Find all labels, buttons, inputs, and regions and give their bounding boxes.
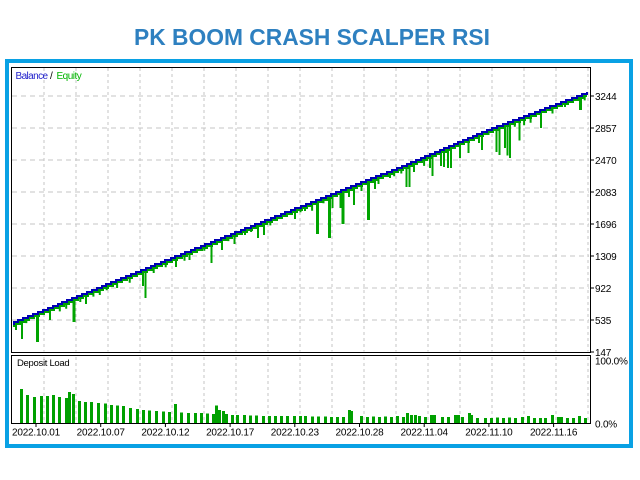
svg-text:2022.10.23: 2022.10.23 (271, 428, 320, 439)
svg-text:Balance: Balance (16, 71, 49, 82)
svg-text:2022.10.28: 2022.10.28 (335, 428, 384, 439)
svg-text:/: / (50, 71, 53, 82)
svg-text:3244: 3244 (595, 92, 617, 103)
svg-text:2857: 2857 (595, 124, 617, 135)
svg-text:2022.10.17: 2022.10.17 (206, 428, 255, 439)
svg-text:2470: 2470 (595, 156, 617, 167)
svg-text:2022.10.01: 2022.10.01 (12, 428, 61, 439)
svg-text:2083: 2083 (595, 188, 617, 199)
svg-text:922: 922 (595, 284, 612, 295)
svg-text:1309: 1309 (595, 252, 617, 263)
svg-text:Equity: Equity (57, 71, 82, 82)
svg-text:2022.10.12: 2022.10.12 (141, 428, 190, 439)
svg-text:100.0%: 100.0% (595, 357, 628, 368)
svg-text:2022.10.07: 2022.10.07 (77, 428, 126, 439)
svg-text:0.0%: 0.0% (595, 420, 617, 431)
svg-text:Deposit Load: Deposit Load (17, 358, 69, 369)
svg-text:2022.11.16: 2022.11.16 (530, 428, 578, 439)
svg-text:2022.11.04: 2022.11.04 (401, 428, 449, 439)
svg-text:535: 535 (595, 316, 612, 327)
svg-text:1696: 1696 (595, 220, 617, 231)
svg-text:147: 147 (595, 348, 612, 359)
svg-text:2022.11.10: 2022.11.10 (465, 428, 513, 439)
